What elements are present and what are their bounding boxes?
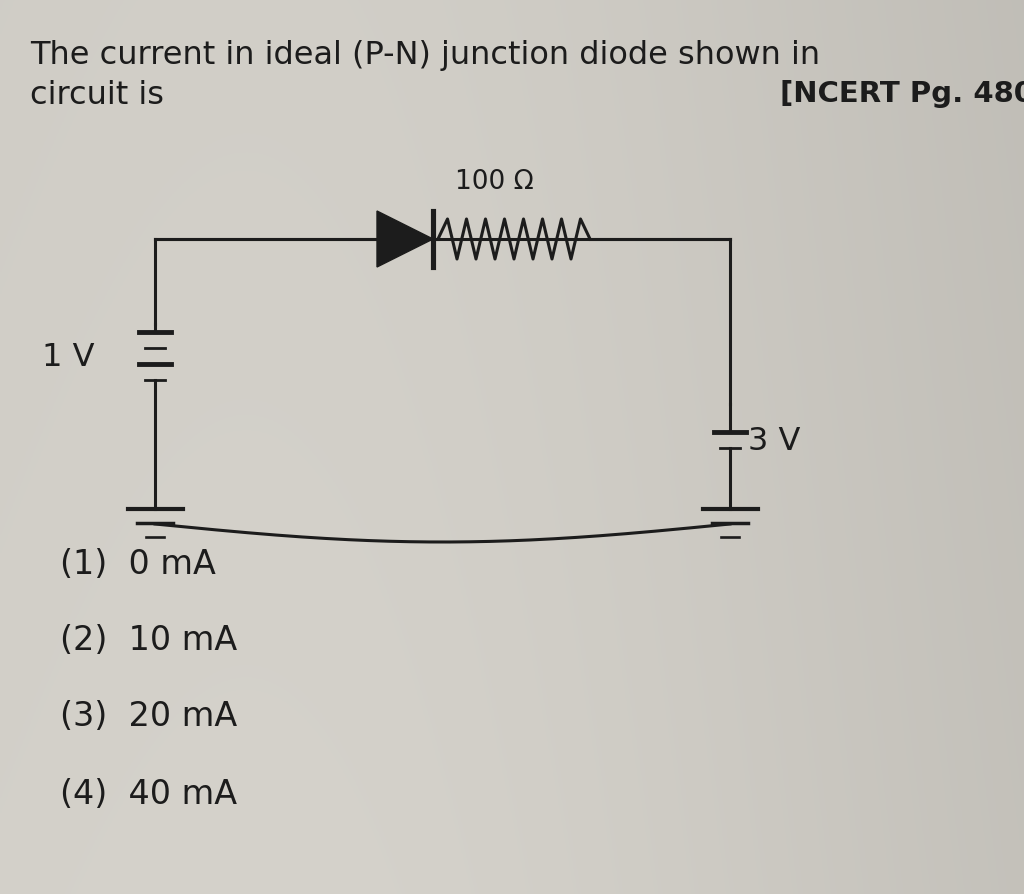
Text: 3 V: 3 V	[748, 425, 801, 456]
Text: (3)  20 mA: (3) 20 mA	[60, 700, 238, 733]
Text: 100 Ω: 100 Ω	[455, 169, 534, 195]
Text: circuit is: circuit is	[30, 80, 164, 111]
Text: 1 V: 1 V	[43, 342, 95, 372]
Text: The current in ideal (P-N) junction diode shown in: The current in ideal (P-N) junction diod…	[30, 40, 820, 71]
Polygon shape	[377, 212, 433, 267]
Text: (2)  10 mA: (2) 10 mA	[60, 623, 238, 656]
Text: [NCERT Pg. 480]: [NCERT Pg. 480]	[780, 80, 1024, 108]
Text: (4)  40 mA: (4) 40 mA	[60, 778, 238, 811]
Text: (1)  0 mA: (1) 0 mA	[60, 548, 216, 581]
